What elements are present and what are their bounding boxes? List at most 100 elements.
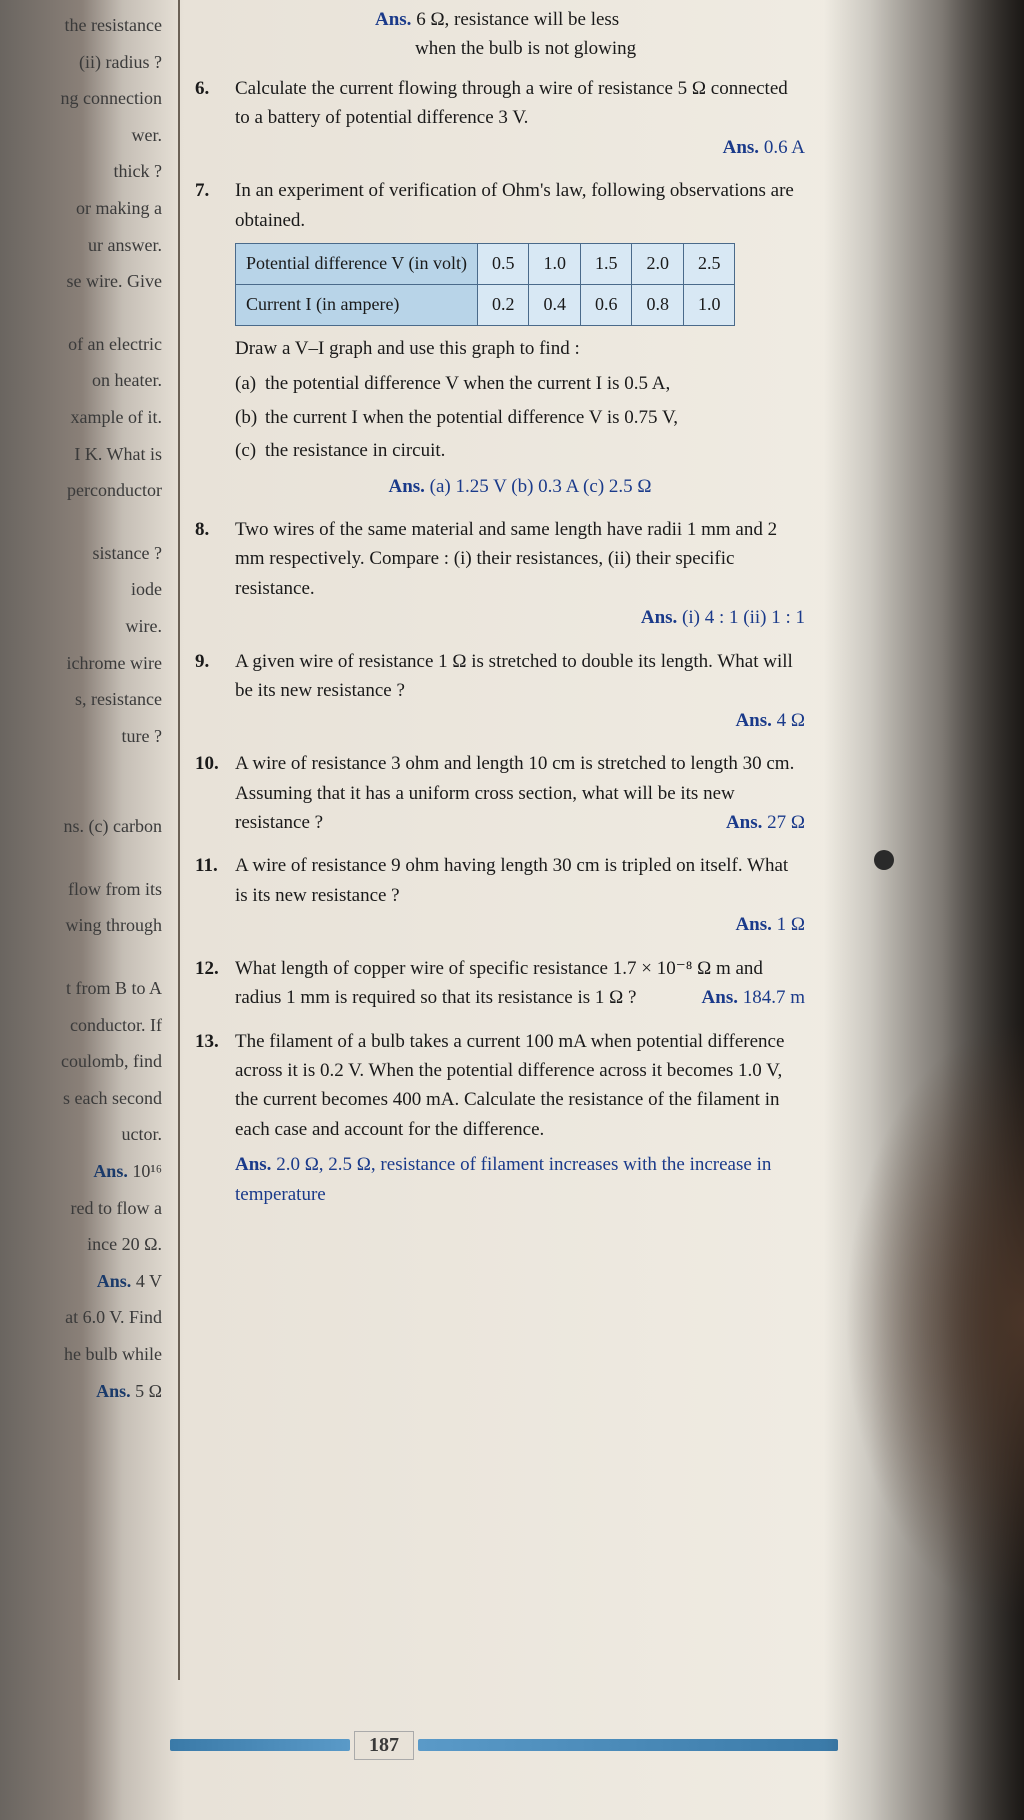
page-bar-right bbox=[418, 1739, 838, 1751]
left-frag: coulomb, find bbox=[5, 1046, 170, 1077]
table-cell: 1.0 bbox=[529, 244, 581, 285]
left-frag: or making a bbox=[5, 193, 170, 224]
q-number: 7. bbox=[195, 176, 235, 501]
sub-text: the resistance in circuit. bbox=[265, 436, 445, 465]
sub-label: (a) bbox=[235, 369, 265, 398]
row-label: Potential difference V (in volt) bbox=[236, 244, 478, 285]
q-number: 8. bbox=[195, 515, 235, 633]
ans-value: 2.0 Ω, 2.5 Ω, resistance of filament inc… bbox=[235, 1154, 771, 1204]
left-frag: ng connection bbox=[5, 83, 170, 114]
q-text: A wire of resistance 9 ohm having length… bbox=[235, 855, 788, 905]
ans-label: Ans. bbox=[702, 987, 738, 1008]
ans-label: Ans. bbox=[735, 710, 771, 731]
left-ans: Ans. 10¹⁶ bbox=[5, 1156, 170, 1187]
left-frag: xample of it. bbox=[5, 402, 170, 433]
q-body: Two wires of the same material and same … bbox=[235, 515, 805, 633]
page-curl-shadow bbox=[824, 0, 1024, 1820]
left-frag-gap bbox=[5, 512, 170, 532]
q-number: 12. bbox=[195, 954, 235, 1013]
q-text: What length of copper wire of specific r… bbox=[235, 958, 763, 1008]
left-column-fragments: the resistance (ii) radius ? ng connecti… bbox=[5, 0, 170, 1412]
page-number-bar: 187 bbox=[170, 1730, 838, 1760]
ans-value: (i) 4 : 1 (ii) 1 : 1 bbox=[677, 607, 805, 628]
ans-label: Ans. bbox=[641, 607, 677, 628]
question-11: 11. A wire of resistance 9 ohm having le… bbox=[195, 851, 805, 939]
q-answer: Ans. 4 Ω bbox=[235, 706, 805, 735]
table-row: Current I (in ampere) 0.2 0.4 0.6 0.8 1.… bbox=[236, 284, 735, 325]
ans-label: Ans. bbox=[735, 914, 771, 935]
q-number: 11. bbox=[195, 851, 235, 939]
ans-value: 0.6 A bbox=[759, 137, 805, 158]
q-answer: Ans. (i) 4 : 1 (ii) 1 : 1 bbox=[235, 603, 805, 632]
column-divider bbox=[178, 0, 180, 1680]
sub-a: (a)the potential difference V when the c… bbox=[235, 369, 805, 398]
left-frag: flow from its bbox=[5, 874, 170, 905]
ans-label: Ans. bbox=[723, 137, 759, 158]
ans-value: 1 Ω bbox=[772, 914, 805, 935]
q-text: The filament of a bulb takes a current 1… bbox=[235, 1031, 784, 1140]
top-fragment: Ans.Ans. 6 Ω, resistance will be less 6 … bbox=[375, 5, 805, 64]
table-cell: 0.6 bbox=[580, 284, 632, 325]
left-frag: ns. (c) carbon bbox=[5, 811, 170, 842]
q-answer: Ans. 0.6 A bbox=[235, 133, 805, 162]
left-frag: iode bbox=[5, 574, 170, 605]
left-frag-gap bbox=[5, 848, 170, 868]
q-number: 13. bbox=[195, 1027, 235, 1210]
question-13: 13. The filament of a bulb takes a curre… bbox=[195, 1027, 805, 1210]
page-container: the resistance (ii) radius ? ng connecti… bbox=[0, 0, 1024, 1820]
table-cell: 1.0 bbox=[683, 284, 735, 325]
question-6: 6. Calculate the current flowing through… bbox=[195, 74, 805, 162]
sub-label: (c) bbox=[235, 436, 265, 465]
q-number: 10. bbox=[195, 749, 235, 837]
question-12: 12. What length of copper wire of specif… bbox=[195, 954, 805, 1013]
left-frag: s each second bbox=[5, 1083, 170, 1114]
left-frag-gap bbox=[5, 303, 170, 323]
left-frag: ichrome wire bbox=[5, 648, 170, 679]
left-frag: ince 20 Ω. bbox=[5, 1229, 170, 1260]
ans-value: (a) 1.25 V (b) 0.3 A (c) 2.5 Ω bbox=[425, 476, 652, 497]
table-cell: 2.0 bbox=[632, 244, 684, 285]
q-body: A given wire of resistance 1 Ω is stretc… bbox=[235, 647, 805, 735]
left-frag: perconductor bbox=[5, 475, 170, 506]
ans-value: 184.7 m bbox=[738, 987, 805, 1008]
table-cell: 0.5 bbox=[477, 244, 529, 285]
left-frag: conductor. If bbox=[5, 1010, 170, 1041]
left-frag: thick ? bbox=[5, 156, 170, 187]
q-text: A given wire of resistance 1 Ω is stretc… bbox=[235, 651, 793, 701]
question-7: 7. In an experiment of verification of O… bbox=[195, 176, 805, 501]
left-frag: se wire. Give bbox=[5, 266, 170, 297]
q-body: A wire of resistance 9 ohm having length… bbox=[235, 851, 805, 939]
left-frag-gap bbox=[5, 947, 170, 967]
ans-label: Ans. bbox=[96, 1381, 131, 1401]
left-ans: Ans. 5 Ω bbox=[5, 1376, 170, 1407]
ans-value: 27 Ω bbox=[762, 812, 805, 833]
q-text: A wire of resistance 3 ohm and length 10… bbox=[235, 753, 794, 833]
sub-parts: (a)the potential difference V when the c… bbox=[235, 369, 805, 465]
question-8: 8. Two wires of the same material and sa… bbox=[195, 515, 805, 633]
question-10: 10. A wire of resistance 3 ohm and lengt… bbox=[195, 749, 805, 837]
table-row: Potential difference V (in volt) 0.5 1.0… bbox=[236, 244, 735, 285]
left-frag: ur answer. bbox=[5, 230, 170, 261]
left-frag: the resistance bbox=[5, 10, 170, 41]
q-body: Calculate the current flowing through a … bbox=[235, 74, 805, 162]
q-answer: Ans. 1 Ω bbox=[235, 910, 805, 939]
q-body: In an experiment of verification of Ohm'… bbox=[235, 176, 805, 501]
left-frag: (ii) radius ? bbox=[5, 47, 170, 78]
table-cell: 0.4 bbox=[529, 284, 581, 325]
q-number: 9. bbox=[195, 647, 235, 735]
left-frag: he bulb while bbox=[5, 1339, 170, 1370]
ans-label: Ans. bbox=[93, 1161, 128, 1181]
q-answer: Ans. 2.0 Ω, 2.5 Ω, resistance of filamen… bbox=[235, 1150, 805, 1209]
table-cell: 0.8 bbox=[632, 284, 684, 325]
ans-value: 10¹⁶ bbox=[128, 1161, 162, 1181]
question-9: 9. A given wire of resistance 1 Ω is str… bbox=[195, 647, 805, 735]
ans-value: 4 Ω bbox=[772, 710, 805, 731]
left-frag: red to flow a bbox=[5, 1193, 170, 1224]
q-number: 6. bbox=[195, 74, 235, 162]
left-frag: t from B to A bbox=[5, 973, 170, 1004]
q-text: Two wires of the same material and same … bbox=[235, 519, 777, 599]
page-bar-left bbox=[170, 1739, 350, 1751]
q-body: A wire of resistance 3 ohm and length 10… bbox=[235, 749, 805, 837]
left-frag: wing through bbox=[5, 910, 170, 941]
table-cell: 0.2 bbox=[477, 284, 529, 325]
